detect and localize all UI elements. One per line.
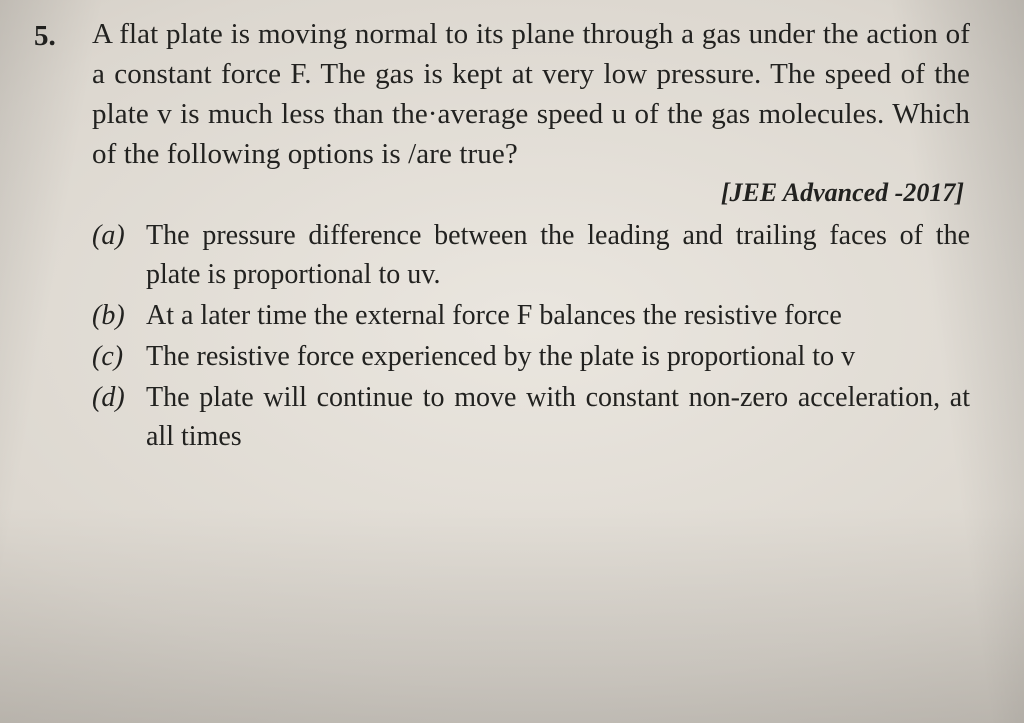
options-block: (a) The pressure difference between the … [92, 216, 970, 456]
option-d: (d) The plate will continue to move with… [92, 378, 970, 456]
option-b: (b) At a later time the external force F… [92, 296, 970, 335]
option-text: The pressure difference between the lead… [146, 216, 970, 294]
option-label: (d) [92, 378, 146, 417]
question-row: 5. A flat plate is moving normal to its … [34, 14, 970, 458]
option-label: (c) [92, 337, 146, 376]
option-c: (c) The resistive force experienced by t… [92, 337, 970, 376]
question-number: 5. [34, 14, 92, 56]
option-label: (b) [92, 296, 146, 335]
page: 5. A flat plate is moving normal to its … [0, 0, 1024, 723]
option-text: The resistive force experienced by the p… [146, 337, 970, 376]
option-text: At a later time the external force F bal… [146, 296, 970, 335]
question-stem: A flat plate is moving normal to its pla… [92, 14, 970, 174]
option-text: The plate will continue to move with con… [146, 378, 970, 456]
question-source: [JEE Advanced -2017] [92, 174, 970, 212]
option-a: (a) The pressure difference between the … [92, 216, 970, 294]
question-body: A flat plate is moving normal to its pla… [92, 14, 970, 458]
option-label: (a) [92, 216, 146, 255]
